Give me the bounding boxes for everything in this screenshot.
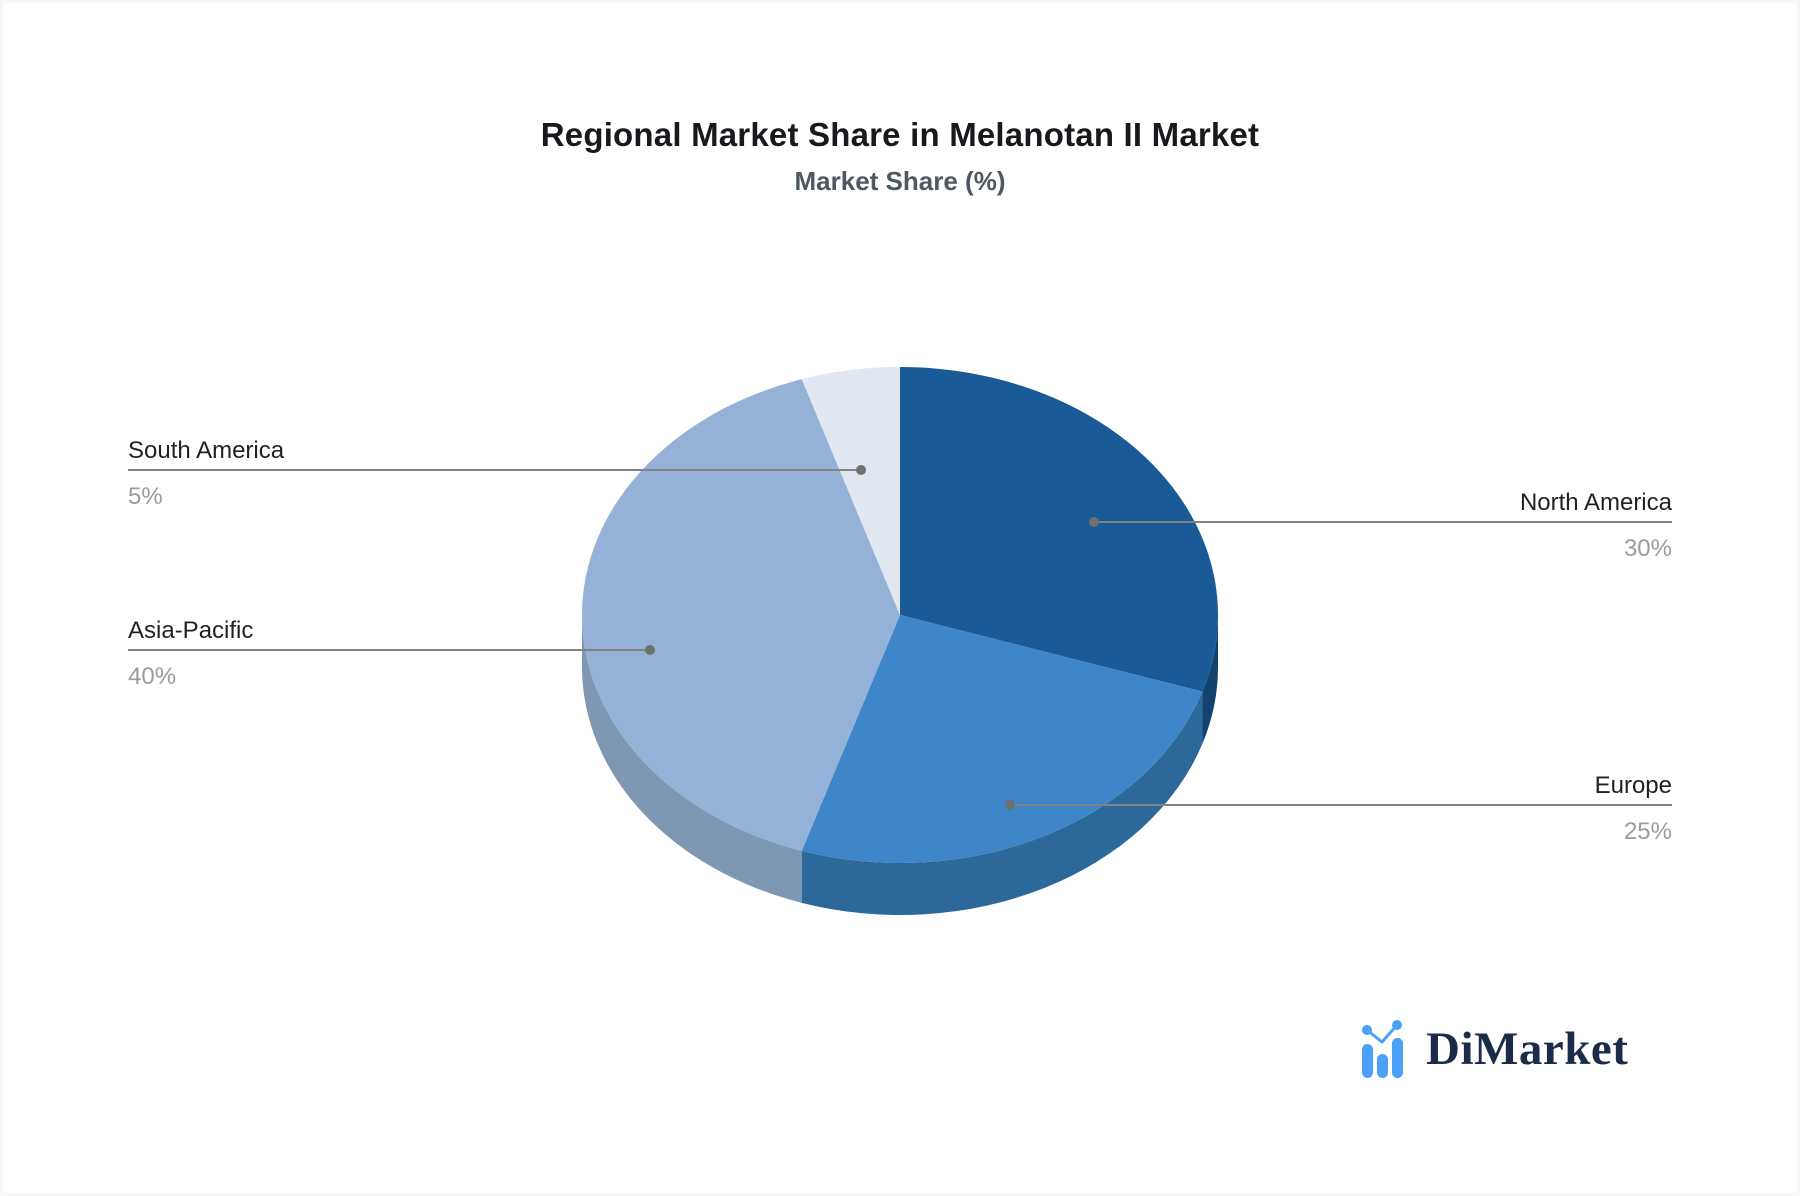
chart-subtitle: Market Share (%) bbox=[794, 166, 1006, 196]
label-connector-dot bbox=[1089, 517, 1099, 527]
slice-percentage: 5% bbox=[128, 483, 163, 510]
label-connector-dot bbox=[856, 465, 866, 475]
pie-slice-side-asia-pacific bbox=[582, 615, 802, 903]
brand-logo: DiMarket bbox=[1360, 1018, 1628, 1080]
slice-percentage: 40% bbox=[128, 663, 176, 690]
pie-slice-side-europe bbox=[801, 691, 1203, 915]
slice-percentage: 30% bbox=[1624, 535, 1672, 562]
data-label-europe: Europe 25% bbox=[1005, 772, 1672, 845]
pie-slice-side-north-america bbox=[1202, 615, 1218, 744]
data-label-south-america: South America 5% bbox=[128, 437, 866, 510]
slice-label: South America bbox=[128, 437, 285, 464]
brand-logo-text: DiMarket bbox=[1426, 1023, 1629, 1075]
data-label-north-america: North America 30% bbox=[1089, 489, 1673, 562]
bar-chart-icon bbox=[1360, 1018, 1412, 1080]
chart-title: Regional Market Share in Melanotan II Ma… bbox=[540, 116, 1260, 153]
slice-label: North America bbox=[1520, 489, 1673, 516]
slice-percentage: 25% bbox=[1624, 818, 1672, 845]
label-connector-dot bbox=[1005, 800, 1015, 810]
pie-slice-south-america[interactable] bbox=[801, 367, 900, 615]
label-connector-dot bbox=[645, 645, 655, 655]
slice-label: Asia-Pacific bbox=[128, 617, 253, 644]
pie-slice-asia-pacific[interactable] bbox=[582, 379, 900, 851]
slice-label: Europe bbox=[1595, 772, 1672, 799]
pie-slice-europe[interactable] bbox=[801, 615, 1203, 863]
data-label-asia-pacific: Asia-Pacific 40% bbox=[128, 617, 655, 690]
pie-slice-north-america[interactable] bbox=[900, 367, 1218, 692]
